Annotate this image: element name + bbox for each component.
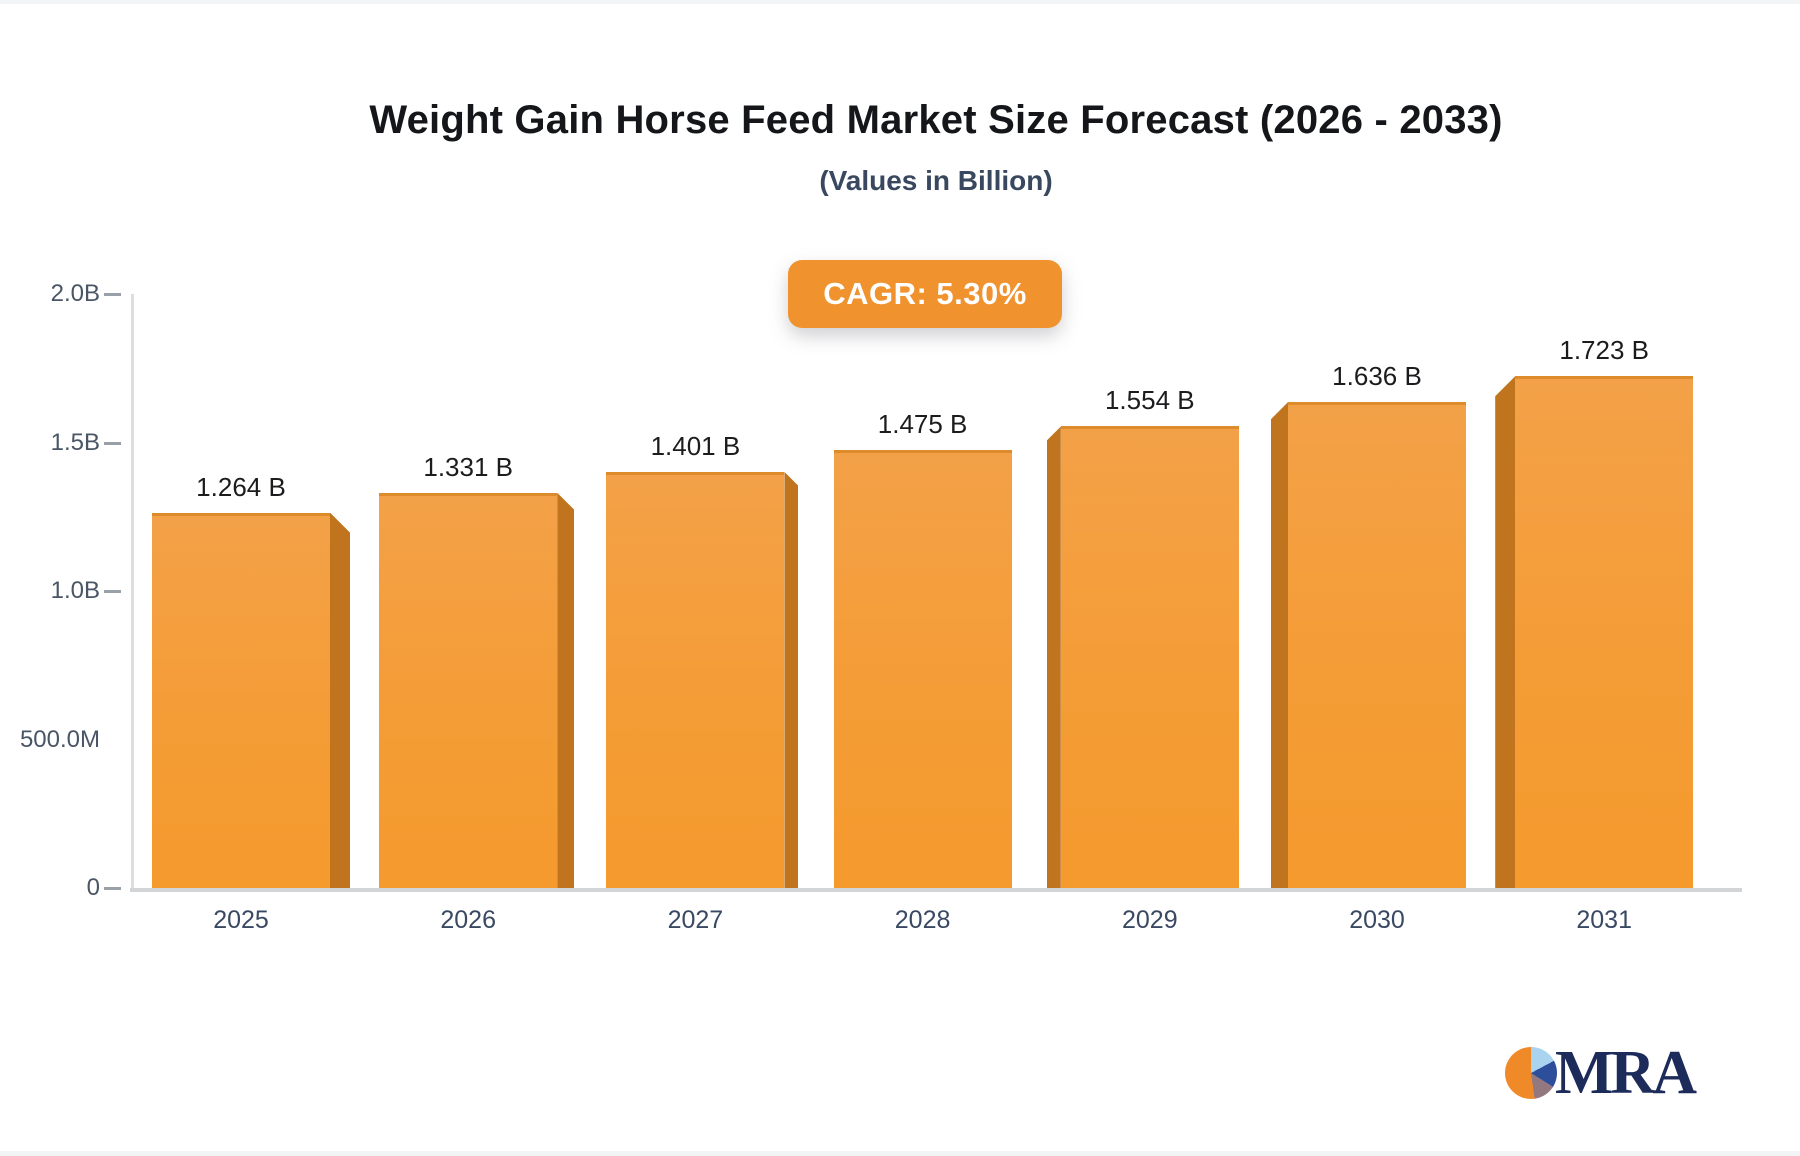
y-tick-dash <box>104 887 121 890</box>
bar-side-face-2029 <box>1046 426 1061 888</box>
x-tick-label-2027: 2027 <box>667 906 724 934</box>
bar-2031 <box>1515 376 1694 888</box>
y-tick-dash <box>104 293 121 296</box>
x-tick-label-2028: 2028 <box>894 906 951 934</box>
x-tick-label-2025: 2025 <box>213 906 269 934</box>
bar-value-label-2026: 1.331 B <box>423 451 513 482</box>
bar-chart-plot-area: 2.0B 1.5B 1.0B 500.0M 0 1.264 B 1.331 B 1.401 … <box>0 4 1800 1151</box>
bar-2026 <box>379 492 558 888</box>
bar-2027 <box>606 471 785 888</box>
y-tick-label: 500.0M <box>19 725 100 753</box>
bar-value-label-2027: 1.401 B <box>650 430 741 461</box>
bar-side-face-2030 <box>1271 402 1288 888</box>
y-tick-dash <box>104 441 121 445</box>
chart-subtitle: (Values in Billion) <box>819 165 1053 196</box>
bar-2030 <box>1288 402 1466 888</box>
brand-logo-text: MRA <box>1555 1039 1697 1107</box>
y-tick-label: 2.0B <box>50 280 100 307</box>
bar-side-face-2027 <box>784 471 799 888</box>
bar-value-label-2031: 1.723 B <box>1559 335 1649 366</box>
cagr-badge-label: CAGR: 5.30% <box>823 276 1027 311</box>
bar-2029 <box>1060 426 1239 888</box>
cagr-badge: CAGR: 5.30% <box>788 260 1062 328</box>
chart-card: Weight Gain Horse Feed Market Size Forec… <box>0 4 1800 1151</box>
pie-chart-logo-icon <box>1505 1047 1557 1099</box>
bar-value-label-2025: 1.264 B <box>196 471 286 502</box>
x-tick-label-2031: 2031 <box>1576 906 1632 934</box>
x-tick-label-2030: 2030 <box>1349 906 1405 934</box>
brand-logo: MRA <box>1505 1042 1735 1104</box>
x-axis-baseline <box>130 888 1742 892</box>
bar-value-label-2028: 1.475 B <box>877 408 968 439</box>
y-tick-label: 0 <box>86 874 100 901</box>
y-axis-line <box>131 294 134 890</box>
x-tick-label-2026: 2026 <box>440 906 496 934</box>
bar-value-label-2029: 1.554 B <box>1104 385 1195 416</box>
bar-side-face-2026 <box>557 492 575 888</box>
bar-value-label-2030: 1.636 B <box>1332 361 1422 392</box>
bar-2025 <box>152 512 330 888</box>
bar-side-face-2031 <box>1495 376 1516 888</box>
y-tick-label: 1.0B <box>50 577 100 604</box>
bar-2028 <box>833 449 1012 888</box>
x-tick-label-2029: 2029 <box>1121 906 1178 934</box>
chart-title: Weight Gain Horse Feed Market Size Forec… <box>369 98 1503 142</box>
y-tick-label: 1.5B <box>50 428 100 456</box>
y-tick-dash <box>104 590 121 593</box>
bar-side-face-2025 <box>330 512 350 888</box>
